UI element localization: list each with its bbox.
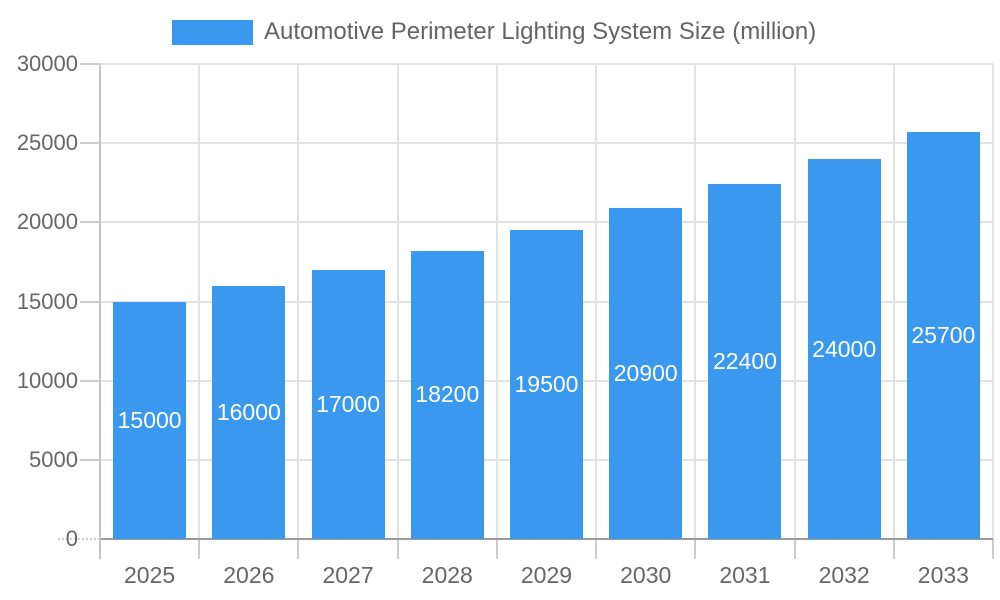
v-gridline	[793, 64, 796, 539]
bar-value-label: 16000	[216, 398, 281, 425]
y-axis-tick	[80, 379, 100, 382]
bar-2026[interactable]: 16000	[212, 285, 286, 539]
x-tick-label: 2027	[322, 562, 374, 588]
x-axis-tick	[793, 539, 796, 559]
x-tick-label: 2030	[620, 562, 672, 588]
y-axis-zero-tick	[58, 538, 100, 540]
y-tick-label: 5000	[29, 446, 78, 472]
v-gridline	[595, 64, 598, 539]
y-tick-label: 15000	[16, 288, 78, 314]
x-axis-tick	[992, 539, 994, 559]
bar-value-label: 25700	[911, 322, 976, 349]
v-gridline	[694, 64, 697, 539]
legend-label: Automotive Perimeter Lighting System Siz…	[264, 18, 817, 45]
bar-2033[interactable]: 25700	[906, 132, 980, 539]
v-gridline	[892, 64, 895, 539]
h-gridline	[100, 63, 993, 65]
x-axis-tick	[595, 539, 598, 559]
y-tick-label: 25000	[16, 130, 78, 156]
bar-2030[interactable]: 20900	[609, 208, 683, 539]
x-tick-label: 2025	[124, 562, 176, 588]
h-gridline	[100, 142, 993, 145]
y-axis-line	[99, 64, 101, 559]
bar-value-label: 18200	[415, 381, 480, 408]
x-tick-label: 2028	[421, 562, 473, 588]
y-axis-tick	[80, 300, 100, 303]
bar-value-label: 17000	[316, 390, 381, 417]
x-tick-label: 2031	[719, 562, 771, 588]
bar-2025[interactable]: 15000	[113, 301, 187, 539]
v-gridline	[495, 64, 498, 539]
y-tick-label: 20000	[16, 209, 78, 235]
bar-2028[interactable]: 18200	[410, 250, 484, 539]
y-tick-label: 10000	[16, 367, 78, 393]
y-axis-tick	[80, 63, 100, 65]
x-axis-tick	[297, 539, 300, 559]
y-axis-tick	[80, 142, 100, 145]
bar-2027[interactable]: 17000	[311, 269, 385, 539]
y-tick-label: 0	[65, 526, 78, 551]
x-axis-tick	[495, 539, 498, 559]
bar-value-label: 20900	[613, 360, 678, 387]
x-axis-tick	[198, 539, 201, 559]
bar-value-label: 24000	[812, 335, 877, 362]
x-tick-label: 2033	[917, 562, 969, 588]
v-gridline	[992, 64, 994, 539]
bar-value-label: 22400	[712, 348, 777, 375]
v-gridline	[198, 64, 201, 539]
bar-2032[interactable]: 24000	[807, 159, 881, 539]
y-axis-tick	[80, 458, 100, 461]
y-axis-tick	[80, 221, 100, 224]
bar-value-label: 15000	[117, 406, 182, 433]
h-gridline	[100, 221, 993, 224]
x-tick-label: 2032	[818, 562, 870, 588]
v-gridline	[297, 64, 300, 539]
x-tick-label: 2026	[223, 562, 275, 588]
legend-swatch-icon	[172, 19, 253, 45]
x-tick-label: 2029	[520, 562, 573, 588]
x-axis-tick	[396, 539, 399, 559]
y-tick-label: 30000	[16, 51, 78, 76]
bar-2031[interactable]: 22400	[708, 184, 782, 539]
v-gridline	[396, 64, 399, 539]
bar-value-label: 19500	[514, 371, 579, 398]
bar-2029[interactable]: 19500	[510, 230, 583, 539]
x-axis-line	[99, 538, 993, 540]
legend[interactable]: Automotive Perimeter Lighting System Siz…	[172, 17, 816, 47]
x-axis-tick	[694, 539, 697, 559]
x-axis-tick	[892, 539, 895, 559]
